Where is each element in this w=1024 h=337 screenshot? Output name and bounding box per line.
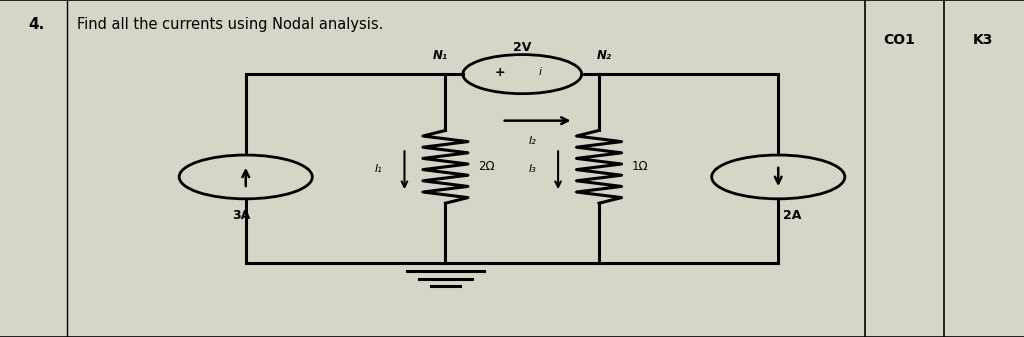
Text: CO1: CO1 [883, 33, 915, 48]
Text: N₁: N₁ [433, 49, 447, 62]
Text: +: + [495, 66, 505, 79]
Text: N₂: N₂ [597, 49, 611, 62]
Text: 2A: 2A [783, 209, 802, 222]
Text: 3A: 3A [232, 209, 251, 222]
Text: I₁: I₁ [375, 163, 383, 174]
Text: I₂: I₂ [528, 136, 537, 146]
Text: 4.: 4. [29, 17, 45, 32]
Text: 2V: 2V [513, 41, 531, 54]
Text: I₃: I₃ [528, 163, 537, 174]
Text: Find all the currents using Nodal analysis.: Find all the currents using Nodal analys… [77, 17, 383, 32]
Text: 2Ω: 2Ω [478, 160, 495, 173]
Text: 1Ω: 1Ω [632, 160, 648, 173]
Text: K3: K3 [973, 33, 993, 48]
Text: i: i [539, 67, 542, 78]
